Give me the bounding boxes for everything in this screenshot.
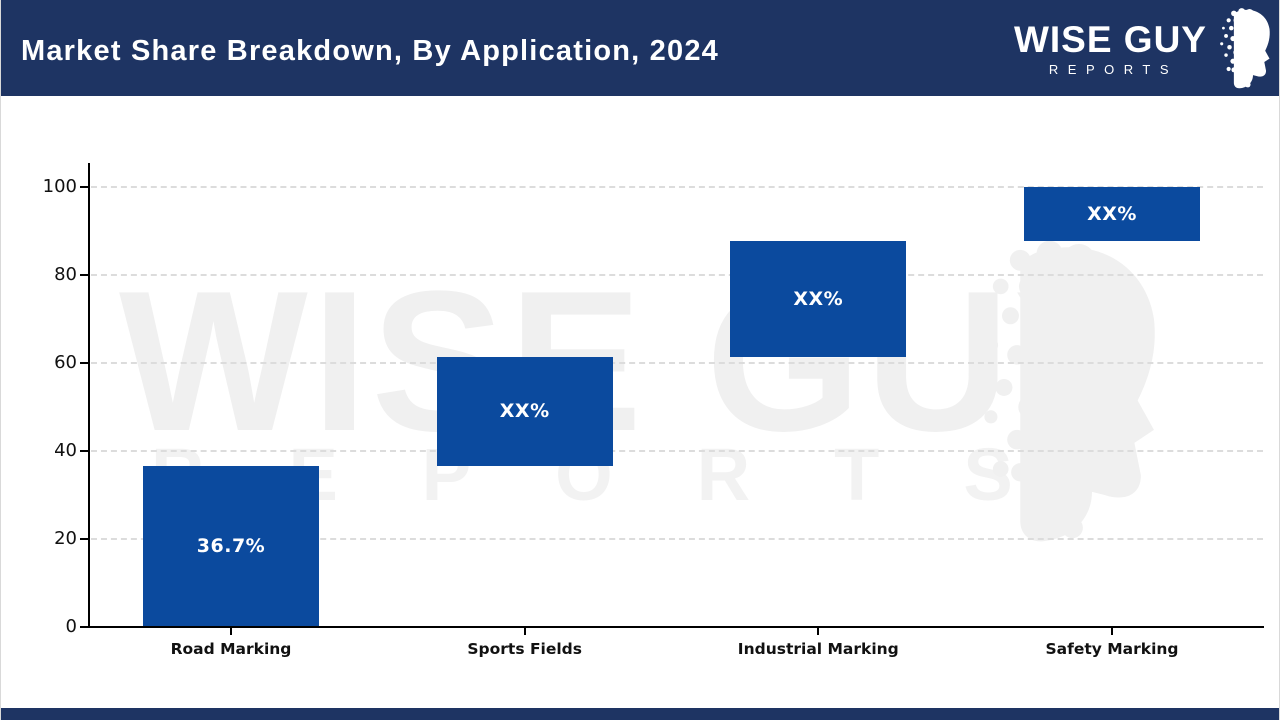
page-title: Market Share Breakdown, By Application, … [21,34,719,67]
bar-segment: XX% [436,357,613,466]
logo-wordmark: WISE GUY REPORTS [1013,18,1207,78]
bar-value-label: XX% [793,287,844,310]
grid-line [91,450,1263,453]
y-axis-line [88,163,90,628]
x-axis-line [88,626,1264,628]
bar-value-label: XX% [1087,203,1137,226]
category-label: Safety Marking [1045,640,1179,658]
y-tick-label: 0 [65,616,77,637]
bar-value-label: XX% [499,400,550,423]
logo-wordmark-line2: REPORTS [1048,62,1179,78]
y-tick-label: 40 [54,440,77,462]
bar-segment: 36.7% [143,465,319,627]
x-tick-mark [1111,628,1113,635]
y-tick-mark [80,538,89,541]
y-tick-label: 60 [54,352,77,374]
bar-value-label: 36.7% [196,535,266,558]
category-label: Industrial Marking [737,640,899,658]
x-tick-mark [523,628,526,635]
y-tick-label: 80 [54,264,77,286]
logo-wordmark-line1: WISE GUY [1013,18,1207,60]
y-tick-mark [80,274,89,277]
brand-logo: WISE GUY REPORTS [1014,6,1273,92]
footer-bar [1,708,1279,720]
category-label: Sports Fields [467,640,582,658]
bar-segment: XX% [730,240,907,358]
y-tick-label: 20 [54,528,77,550]
grid-line [91,186,1263,189]
category-label: Road Marking [170,640,292,658]
x-tick-mark [817,628,820,635]
grid-line [91,274,1263,277]
logo-face-icon [1220,8,1270,89]
grid-line [91,362,1263,365]
y-tick-label: 100 [42,176,77,198]
header-bar: Market Share Breakdown, By Application, … [1,0,1279,96]
bar-segment: XX% [1024,187,1200,241]
y-tick-mark [80,362,89,365]
grid-line [91,538,1263,541]
x-tick-mark [230,628,232,635]
y-tick-mark [80,626,89,628]
y-tick-mark [80,186,89,189]
y-tick-mark [80,450,89,453]
